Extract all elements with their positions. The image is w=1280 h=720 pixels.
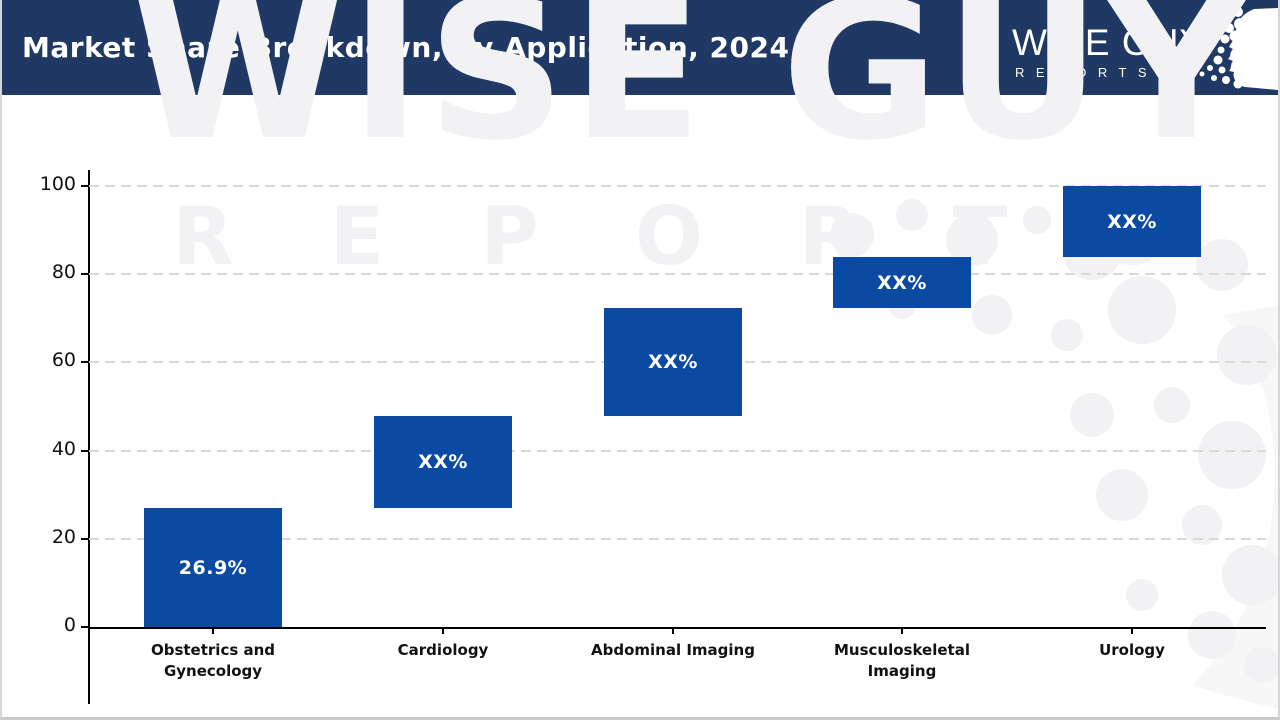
y-tick-mark <box>81 273 89 276</box>
bar-segment: XX% <box>833 257 971 309</box>
x-category-label: Obstetrics and Gynecology <box>150 641 276 680</box>
gridline <box>89 449 1266 452</box>
gridline <box>89 185 1266 187</box>
page-title: Market Share Breakdown, By Application, … <box>22 31 790 64</box>
y-tick-mark <box>81 449 89 452</box>
y-tick-mark <box>81 361 89 364</box>
header-bar: Market Share Breakdown, By Application, … <box>2 0 1278 95</box>
y-tick-label: 80 <box>51 261 76 284</box>
logo-text-reports: REPORTS <box>1015 65 1159 80</box>
y-axis-line <box>88 170 90 704</box>
bar-value-label: XX% <box>1107 210 1157 233</box>
bar-segment: XX% <box>374 416 512 509</box>
logo-wordmark: WISE GUY REPORTS <box>1012 22 1205 80</box>
x-category-label: Abdominal Imaging <box>591 641 755 659</box>
x-tick-mark <box>212 629 214 634</box>
y-tick-mark <box>81 537 89 540</box>
bar-segment: XX% <box>1063 186 1201 257</box>
x-tick-mark <box>901 629 903 634</box>
y-tick-mark <box>81 626 89 628</box>
bar-segment: XX% <box>604 308 742 417</box>
bar-value-label: XX% <box>418 451 468 474</box>
y-tick-mark <box>81 185 89 187</box>
y-tick-label: 40 <box>51 437 76 460</box>
x-category-label: Urology <box>1099 641 1165 659</box>
gridline <box>89 273 1266 276</box>
logo: WISE GUY REPORTS <box>1012 8 1278 90</box>
bar-segment: 26.9% <box>144 508 282 627</box>
x-category-label: Musculoskeletal Imaging <box>834 641 970 680</box>
x-tick-mark <box>1131 629 1133 634</box>
y-tick-label: 100 <box>39 173 76 195</box>
bar-value-label: XX% <box>648 351 698 374</box>
logo-head-icon <box>1196 8 1278 90</box>
y-tick-label: 0 <box>63 614 76 636</box>
logo-text-wiseguy: WISE GUY <box>1012 22 1206 63</box>
x-tick-mark <box>672 629 674 634</box>
y-tick-label: 20 <box>51 525 76 548</box>
x-axis-line <box>88 627 1266 629</box>
x-category-label: Cardiology <box>397 641 489 659</box>
bar-value-label: XX% <box>877 271 927 294</box>
x-tick-mark <box>442 629 444 634</box>
gridline <box>89 537 1266 540</box>
y-tick-label: 60 <box>51 349 76 372</box>
bar-value-label: 26.9% <box>178 556 248 579</box>
watermark-wiseguy: WISE GUY <box>132 0 1253 183</box>
